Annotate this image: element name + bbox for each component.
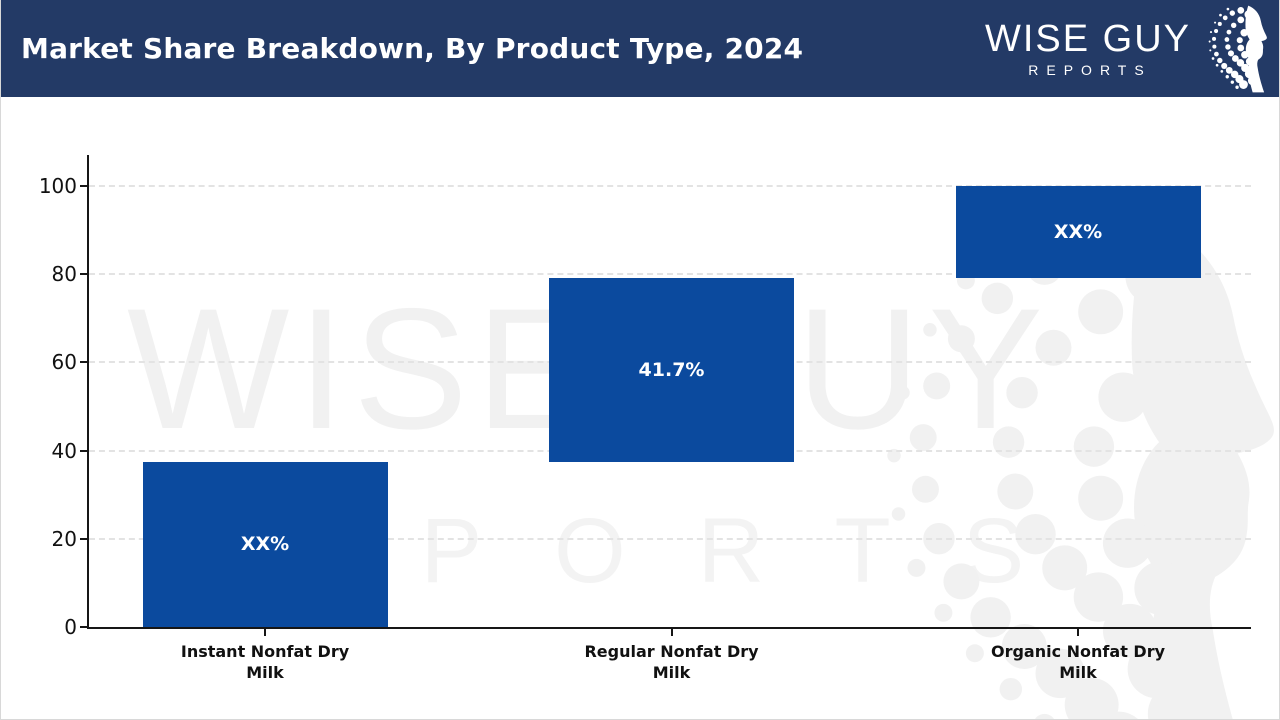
bar-value-label: XX% [240, 533, 290, 556]
y-tick-label: 80 [51, 262, 77, 287]
x-tick-mark [1077, 629, 1079, 636]
x-category-label: Instant Nonfat Dry Milk [180, 642, 350, 682]
chart-area: WISE GUY REPORTS 0 20 40 60 80 100 XX% 41.7% XX%… [1, 97, 1279, 719]
bar-value-label: 41.7% [638, 358, 705, 381]
y-gridline [89, 537, 1251, 540]
logo-subtitle: REPORTS [1028, 62, 1152, 78]
y-axis [87, 155, 89, 629]
y-tick-label: 0 [64, 615, 77, 639]
y-tick-mark [80, 273, 88, 276]
y-tick-label: 20 [51, 526, 77, 551]
bar-chart: 0 20 40 60 80 100 XX% 41.7% XX% Instant Nonfat Dr… [1, 97, 1279, 719]
y-tick-label: 60 [51, 350, 77, 375]
y-gridline [89, 185, 1251, 187]
y-tick-label: 100 [38, 174, 77, 198]
x-category-label: Organic Nonfat Dry Milk [990, 642, 1166, 682]
y-tick-mark [80, 361, 88, 364]
bar: 41.7% [549, 277, 794, 462]
wiseguy-logo: WISE GUY REPORTS [985, 5, 1269, 93]
logo-wordmark: WISE GUY [984, 18, 1191, 60]
bar: XX% [142, 461, 388, 627]
x-tick-mark [264, 629, 266, 636]
y-tick-mark [80, 449, 88, 452]
page-title: Market Share Breakdown, By Product Type,… [21, 32, 804, 65]
x-tick-mark [670, 629, 673, 636]
wiseguy-face-icon [1197, 5, 1269, 93]
x-axis [87, 627, 1251, 629]
bar-value-label: XX% [1053, 220, 1103, 243]
y-tick-label: 40 [51, 438, 77, 463]
y-tick-mark [80, 626, 88, 628]
y-gridline [89, 273, 1251, 276]
y-tick-mark [80, 185, 88, 187]
y-tick-mark [80, 537, 88, 540]
x-category-label: Regular Nonfat Dry Milk [584, 642, 759, 682]
header: Market Share Breakdown, By Product Type,… [1, 0, 1279, 97]
bar: XX% [955, 186, 1201, 278]
